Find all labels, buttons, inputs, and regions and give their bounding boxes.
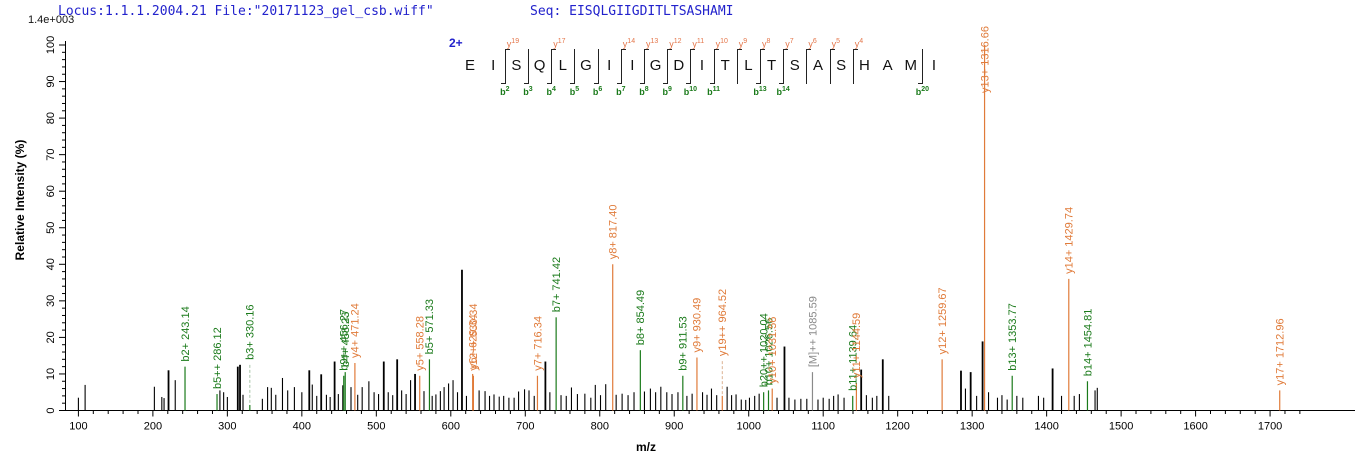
y-ion-label: y14+ 1429.74 (1064, 207, 1076, 274)
b-ion-label: b2+ 243.14 (180, 306, 192, 361)
y-ion-label: y10+ 1031.56 (767, 317, 779, 384)
y-tick-label: 0 (45, 407, 57, 413)
y-ion-label: y12+ 1259.67 (937, 287, 949, 354)
y-ion-label: y5+ 558.28 (415, 316, 427, 371)
y-ion-label: y11+ 1144.59 (851, 313, 863, 378)
y-ion-label: y6+ 629.34 (467, 314, 479, 369)
x-tick-label: 300 (218, 421, 236, 433)
x-tick-label: 100 (69, 421, 87, 433)
x-tick-label: 1000 (736, 421, 760, 433)
x-tick-label: 1700 (1258, 421, 1282, 433)
b-ion-label: b5++ 286.12 (212, 327, 224, 389)
y-tick-label: 40 (45, 258, 57, 270)
precursor-label: [M]++ 1085.59 (807, 296, 819, 367)
y-tick-label: 20 (45, 331, 57, 343)
y-ion-label: y13+ 1316.66 (979, 26, 991, 93)
y-ion-label: y19++ 964.52 (717, 289, 729, 356)
x-tick-label: 1100 (811, 421, 835, 433)
b-ion-label: b20++ 1020.04 (758, 313, 770, 387)
y-ion-label: y9+ 930.49 (692, 298, 704, 353)
x-tick-label: 800 (591, 421, 609, 433)
b-ion-label: b4+ 458.23 (340, 312, 352, 367)
x-tick-label: 1200 (885, 421, 909, 433)
x-tick-label: 1300 (960, 421, 984, 433)
b-ion-label: b5+ 571.33 (424, 299, 436, 354)
max-intensity-label: 1.4e+003 (28, 14, 75, 26)
b-ion-label: b11+ 1139.64 (848, 325, 860, 391)
y-tick-label: 70 (45, 149, 57, 161)
b-ion-label: b13+ 1353.77 (1007, 303, 1019, 371)
y-tick-label: 60 (45, 185, 57, 197)
y-tick-label: 50 (45, 222, 57, 234)
y-ion-label: y4+ 471.24 (350, 303, 362, 358)
x-tick-label: 200 (144, 421, 162, 433)
x-tick-label: 400 (293, 421, 311, 433)
y-tick-label: 10 (45, 368, 57, 380)
x-tick-label: 1400 (1034, 421, 1058, 433)
y-ion-label: y17+ 1712.96 (1275, 318, 1287, 385)
precursor-charge-label: 2+ (449, 36, 463, 50)
x-tick-label: 600 (442, 421, 460, 433)
b-ion-label: b14+ 1454.81 (1082, 309, 1094, 377)
b-ion-label: b7+ 741.42 (551, 257, 563, 312)
x-tick-label: 1600 (1183, 421, 1207, 433)
b-ion-label: b8+ 854.49 (635, 290, 647, 345)
x-tick-label: 1500 (1109, 421, 1133, 433)
sequence-header: Seq: EISQLGIIGDITLTSASHAMI (530, 4, 734, 19)
y-tick-label: 80 (45, 112, 57, 124)
x-tick-label: 700 (516, 421, 534, 433)
x-tick-label: 500 (367, 421, 385, 433)
y-tick-label: 100 (45, 36, 57, 54)
b-ion-label: b9+ 911.53 (678, 316, 690, 371)
b-ion-label: b3+ 330.16 (245, 304, 257, 359)
locus-file-header: Locus:1.1.1.2004.21 File:"20171123_gel_c… (58, 4, 434, 19)
x-axis-title: m/z (636, 440, 657, 454)
y-tick-label: 30 (45, 295, 57, 307)
y-ion-label: y12++ 630.34 (468, 303, 480, 370)
y-ion-label: y7+ 716.34 (532, 316, 544, 371)
b-ion-label: b9++ 456.27 (339, 309, 351, 371)
y-tick-label: 90 (45, 75, 57, 87)
y-ion-label: y8+ 817.40 (608, 205, 620, 260)
x-tick-label: 900 (665, 421, 683, 433)
b-ion-label: b10+ 1026.56 (763, 318, 775, 386)
